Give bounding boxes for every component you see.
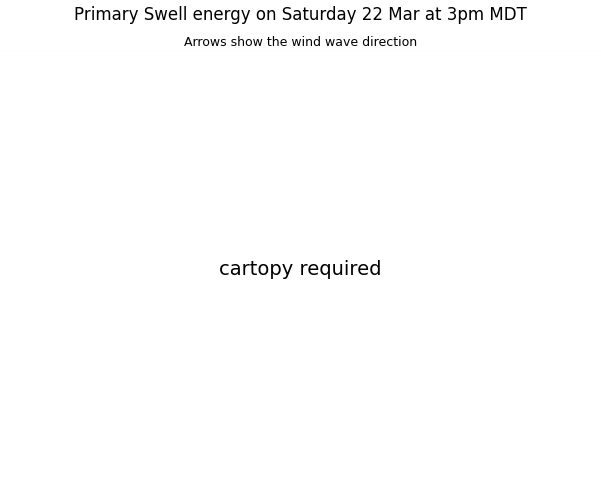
Text: cartopy required: cartopy required	[219, 260, 382, 279]
Text: Arrows show the wind wave direction: Arrows show the wind wave direction	[184, 36, 417, 48]
Text: Primary Swell energy on Saturday 22 Mar at 3pm MDT: Primary Swell energy on Saturday 22 Mar …	[74, 6, 527, 24]
